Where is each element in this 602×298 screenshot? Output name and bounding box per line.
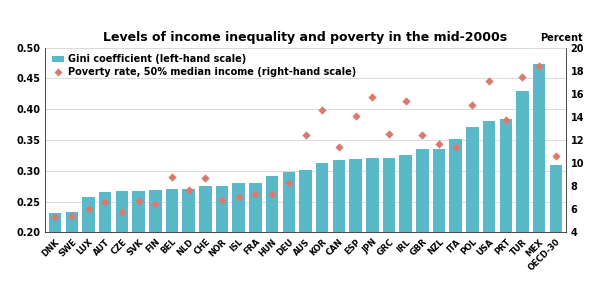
Bar	[399, 155, 412, 298]
Point	[551, 154, 560, 159]
Bar	[249, 183, 262, 298]
Title: Levels of income inequality and poverty in the mid-2000s: Levels of income inequality and poverty …	[104, 31, 507, 44]
Point	[317, 108, 327, 112]
Bar	[66, 212, 78, 298]
Bar	[299, 170, 312, 298]
Point	[167, 175, 177, 179]
Bar	[366, 158, 379, 298]
Point	[150, 201, 160, 206]
Bar	[349, 159, 362, 298]
Point	[300, 133, 311, 138]
Bar	[82, 197, 95, 298]
Point	[134, 199, 143, 204]
Point	[518, 74, 527, 79]
Point	[84, 207, 93, 212]
Bar	[232, 183, 245, 298]
Point	[401, 98, 411, 103]
Point	[501, 118, 510, 123]
Point	[200, 176, 210, 181]
Bar	[266, 176, 278, 298]
Bar	[99, 193, 111, 298]
Bar	[333, 160, 345, 298]
Bar	[500, 119, 512, 298]
Bar	[433, 149, 445, 298]
Bar	[166, 189, 178, 298]
Point	[367, 95, 377, 100]
Bar	[466, 127, 479, 298]
Bar	[483, 121, 495, 298]
Bar	[199, 186, 212, 298]
Point	[535, 64, 544, 69]
Point	[217, 198, 227, 203]
Bar	[450, 139, 462, 298]
Point	[184, 187, 193, 192]
Bar	[533, 64, 545, 298]
Bar	[550, 165, 562, 298]
Point	[117, 209, 127, 214]
Point	[67, 214, 76, 219]
Bar	[182, 189, 195, 298]
Bar	[282, 172, 295, 298]
Point	[234, 194, 244, 199]
Point	[351, 114, 361, 118]
Bar	[416, 149, 429, 298]
Legend: Gini coefficient (left-hand scale), Poverty rate, 50% median income (right-hand : Gini coefficient (left-hand scale), Pove…	[50, 52, 359, 79]
Bar	[316, 164, 329, 298]
Point	[101, 200, 110, 205]
Point	[267, 192, 277, 197]
Point	[250, 192, 260, 197]
Point	[434, 141, 444, 146]
Bar	[517, 91, 529, 298]
Bar	[132, 190, 145, 298]
Point	[334, 145, 344, 149]
Text: Percent: Percent	[540, 33, 583, 43]
Point	[451, 145, 461, 149]
Bar	[216, 186, 228, 298]
Point	[468, 103, 477, 108]
Bar	[49, 213, 61, 298]
Point	[484, 79, 494, 83]
Point	[284, 180, 294, 185]
Point	[418, 133, 427, 138]
Point	[384, 132, 394, 137]
Bar	[116, 190, 128, 298]
Point	[51, 215, 60, 220]
Bar	[149, 190, 161, 298]
Bar	[383, 158, 396, 298]
